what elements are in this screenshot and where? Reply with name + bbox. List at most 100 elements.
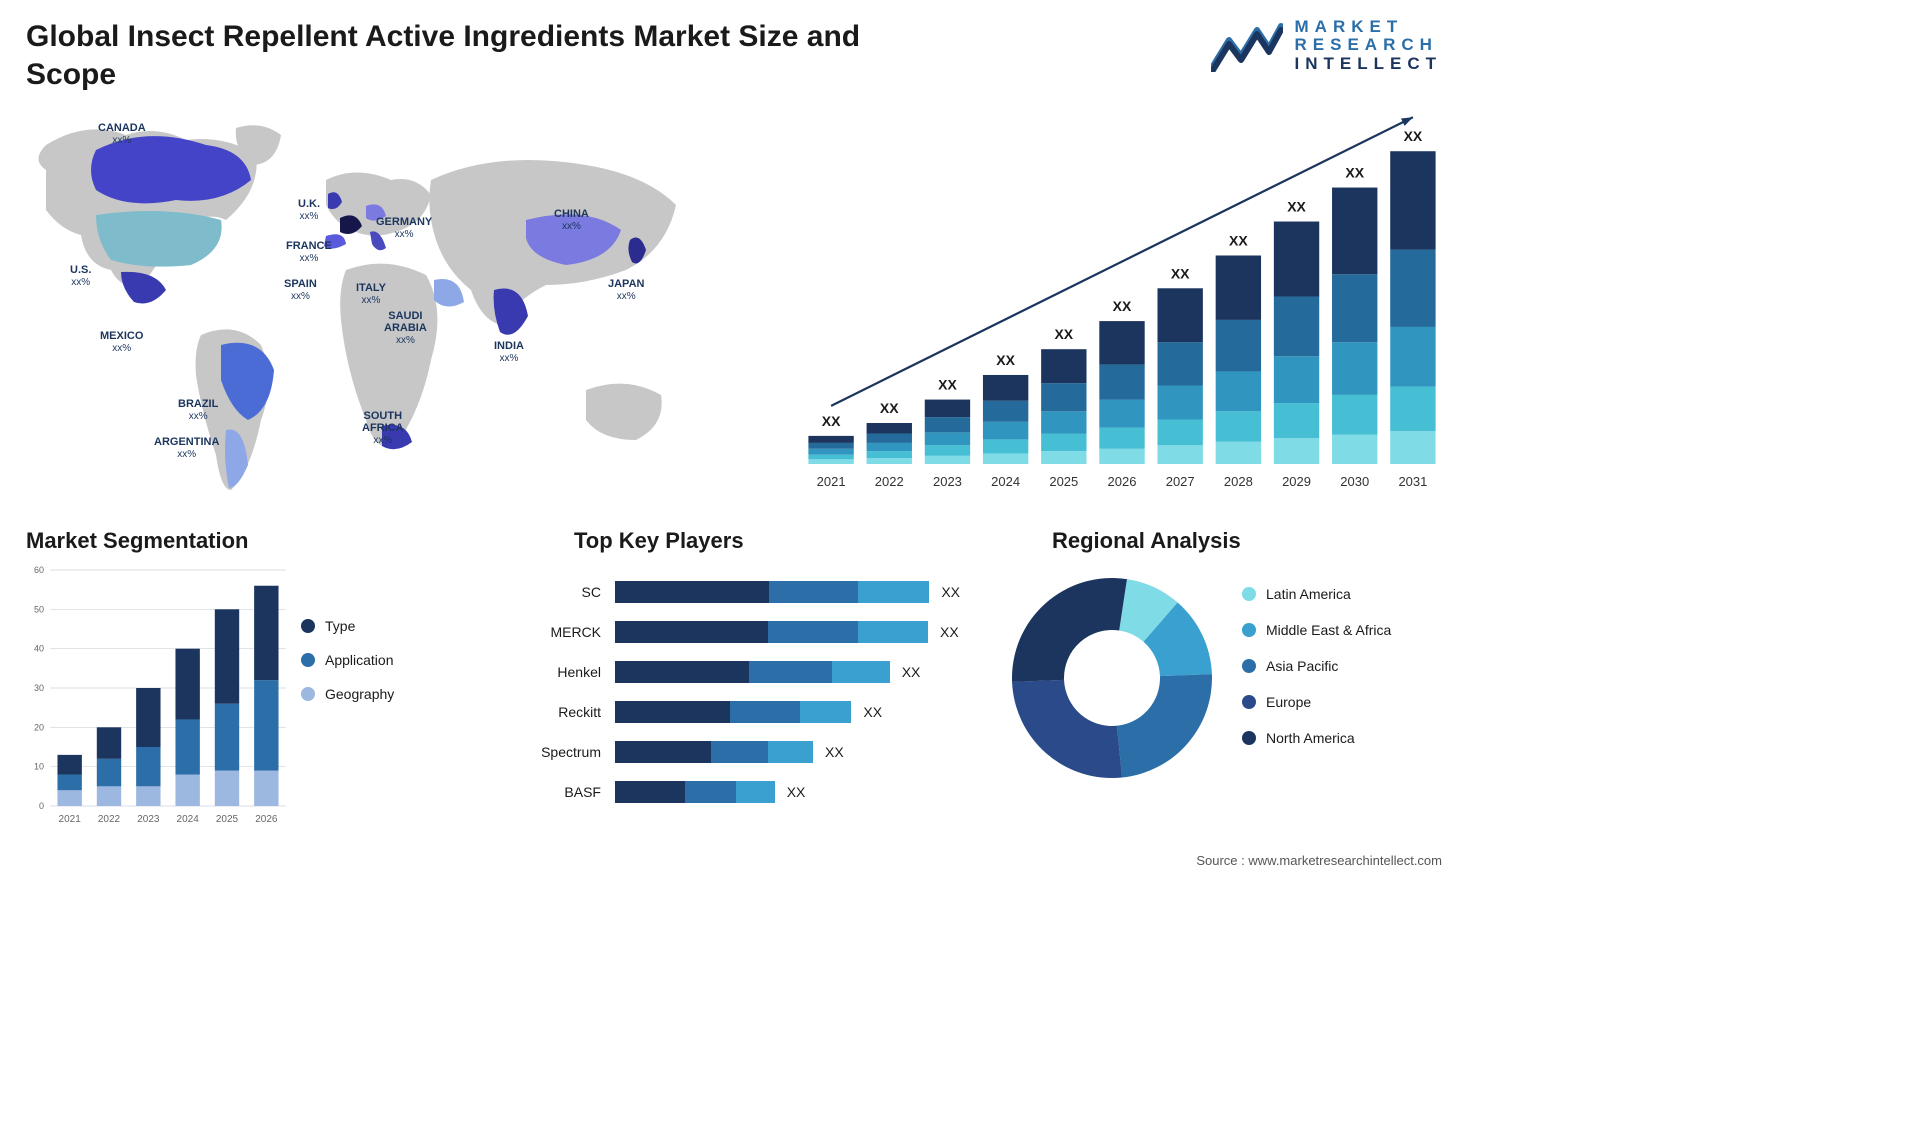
svg-text:XX: XX [880,400,899,416]
map-label-brazil: BRAZILxx% [178,398,218,422]
svg-text:2023: 2023 [137,814,160,825]
player-bar-segment [711,741,768,763]
svg-text:2025: 2025 [216,814,239,825]
svg-text:2029: 2029 [1282,474,1311,489]
player-bar-segment [832,661,889,683]
segmentation-chart: 0102030405060202120222023202420252026 Ty… [26,560,446,830]
svg-text:2026: 2026 [255,814,278,825]
legend-label: North America [1266,730,1355,746]
logo-line3: INTELLECT [1295,55,1443,73]
player-row: MERCKXX [530,614,960,650]
svg-text:2026: 2026 [1108,474,1137,489]
svg-text:60: 60 [34,565,44,575]
segmentation-title: Market Segmentation [26,528,249,554]
svg-text:2031: 2031 [1398,474,1427,489]
map-label-spain: SPAINxx% [284,278,317,302]
svg-text:2028: 2028 [1224,474,1253,489]
svg-text:2022: 2022 [875,474,904,489]
legend-swatch-icon [301,687,315,701]
svg-text:XX: XX [1229,232,1248,248]
players-title: Top Key Players [574,528,744,554]
player-bar-segment [858,621,928,643]
player-value-label: XX [787,784,806,800]
player-row: SC XX [530,574,960,610]
player-bar-segment [769,581,858,603]
player-bar-segment [615,661,749,683]
svg-text:XX: XX [1171,265,1190,281]
map-label-u-s-: U.S.xx% [70,264,91,288]
player-name: BASF [530,784,615,800]
svg-text:XX: XX [938,377,957,393]
player-value-label: XX [941,584,960,600]
player-value-label: XX [825,744,844,760]
player-name: Henkel [530,664,615,680]
mri-logo-icon [1211,20,1283,72]
player-bar-segment [615,701,730,723]
player-name: MERCK [530,624,615,640]
player-bar-segment [615,741,711,763]
svg-text:2024: 2024 [991,474,1020,489]
svg-text:2025: 2025 [1049,474,1078,489]
svg-text:XX: XX [996,352,1015,368]
svg-text:2022: 2022 [98,814,121,825]
player-row: SpectrumXX [530,734,960,770]
player-bar-segment [800,701,851,723]
legend-swatch-icon [1242,731,1256,745]
regional-legend-item: Latin America [1242,586,1391,602]
map-label-saudi-arabia: SAUDIARABIAxx% [384,310,427,346]
map-label-japan: JAPANxx% [608,278,644,302]
forecast-bar-chart: XX2021XX2022XX2023XX2024XX2025XX2026XX20… [802,110,1442,500]
legend-swatch-icon [1242,623,1256,637]
svg-text:2021: 2021 [59,814,82,825]
legend-label: Geography [325,686,394,702]
logo-line2: RESEARCH [1295,36,1443,54]
map-label-france: FRANCExx% [286,240,332,264]
player-bar-segment [615,621,768,643]
player-value-label: XX [863,704,882,720]
page-title: Global Insect Repellent Active Ingredien… [26,18,926,93]
svg-text:XX: XX [822,413,841,429]
legend-swatch-icon [1242,659,1256,673]
player-bar-segment [768,741,813,763]
legend-label: Latin America [1266,586,1351,602]
svg-text:XX: XX [1054,326,1073,342]
segmentation-legend-item: Application [301,652,394,668]
map-label-germany: GERMANYxx% [376,216,432,240]
player-row: HenkelXX [530,654,960,690]
svg-text:30: 30 [34,683,44,693]
player-name: SC [530,584,615,600]
source-label: Source : www.marketresearchintellect.com [1196,853,1442,868]
map-label-china: CHINAxx% [554,208,589,232]
svg-text:XX: XX [1404,128,1423,144]
legend-swatch-icon [301,653,315,667]
svg-text:2027: 2027 [1166,474,1195,489]
legend-label: Middle East & Africa [1266,622,1391,638]
svg-text:20: 20 [34,722,44,732]
players-chart: SCXXMERCKXXHenkelXXReckittXXSpectrumXXBA… [530,574,960,834]
legend-label: Asia Pacific [1266,658,1338,674]
regional-legend-item: North America [1242,730,1391,746]
svg-text:0: 0 [39,801,44,811]
regional-legend-item: Middle East & Africa [1242,622,1391,638]
svg-text:50: 50 [34,604,44,614]
svg-text:2023: 2023 [933,474,962,489]
map-label-argentina: ARGENTINAxx% [154,436,219,460]
map-label-u-k-: U.K.xx% [298,198,320,222]
svg-text:2024: 2024 [177,814,200,825]
world-map: CANADAxx%U.S.xx%MEXICOxx%BRAZILxx%ARGENT… [26,110,706,510]
segmentation-legend-item: Geography [301,686,394,702]
legend-label: Application [325,652,394,668]
map-label-italy: ITALYxx% [356,282,386,306]
player-row: BASF XX [530,774,960,810]
map-label-south-africa: SOUTHAFRICAxx% [362,410,404,446]
logo-line1: MARKET [1295,18,1443,36]
player-bar-segment [615,581,769,603]
svg-text:XX: XX [1287,199,1306,215]
regional-chart: Latin America Middle East & Africa Asia Pa… [1002,560,1442,830]
player-bar-segment [730,701,800,723]
map-label-india: INDIAxx% [494,340,524,364]
player-bar-segment [749,661,832,683]
regional-legend-item: Asia Pacific [1242,658,1391,674]
legend-label: Europe [1266,694,1311,710]
map-label-canada: CANADAxx% [98,122,146,146]
